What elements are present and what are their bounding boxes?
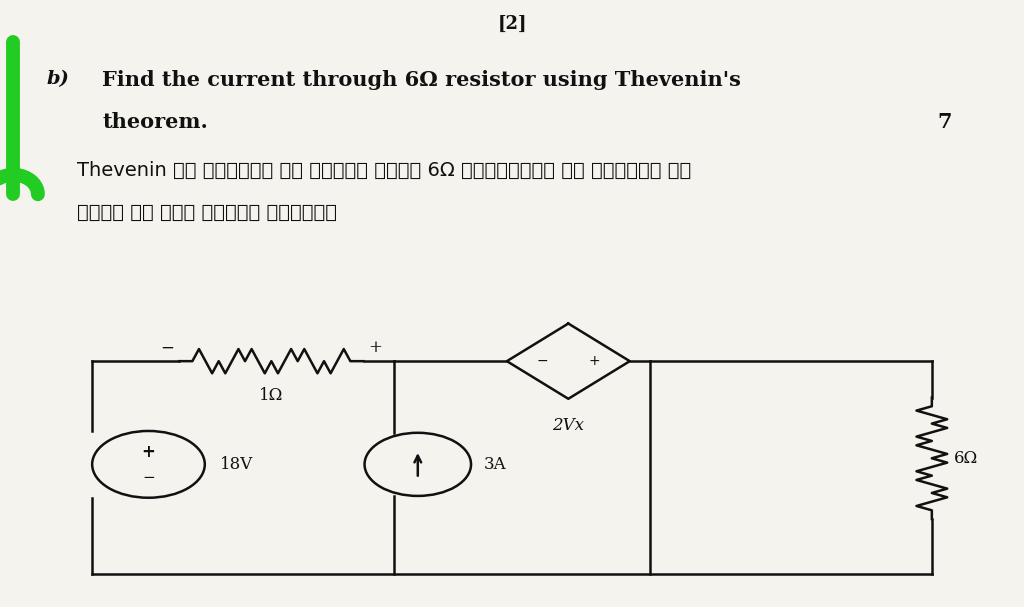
Text: 6Ω: 6Ω [954, 450, 979, 467]
Text: +: + [589, 354, 600, 368]
Text: Thevenin के प्रमेय का उपयोग करके 6Ω प्रतिरोध के माध्यम से: Thevenin के प्रमेय का उपयोग करके 6Ω प्रत… [77, 161, 691, 180]
Text: theorem.: theorem. [102, 112, 208, 132]
Text: 18V: 18V [220, 456, 253, 473]
Text: 2Vx: 2Vx [552, 417, 585, 434]
Text: −: − [160, 339, 174, 356]
Text: b): b) [46, 70, 69, 88]
Text: +: + [141, 443, 156, 461]
Text: 7: 7 [938, 112, 952, 132]
Text: धारा का मान ज्ञात कीजिए।: धारा का मान ज्ञात कीजिए। [77, 203, 337, 222]
Text: 1Ω: 1Ω [259, 387, 284, 404]
Text: 3A: 3A [483, 456, 506, 473]
Text: Find the current through 6Ω resistor using Thevenin's: Find the current through 6Ω resistor usi… [102, 70, 741, 90]
Text: +: + [369, 339, 383, 356]
Text: −: − [142, 470, 155, 484]
Text: [2]: [2] [498, 15, 526, 33]
Text: −: − [537, 354, 548, 368]
